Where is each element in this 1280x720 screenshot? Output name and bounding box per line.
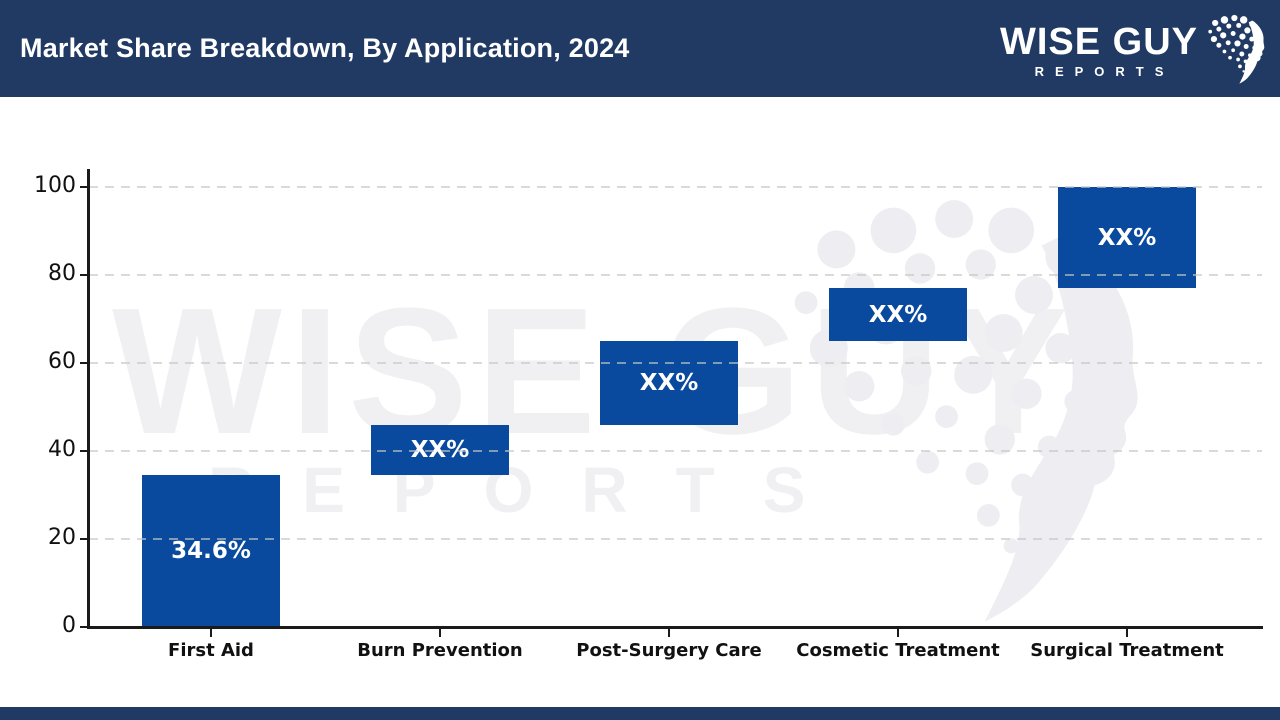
gridline	[89, 362, 1262, 364]
y-tick-mark	[80, 626, 89, 628]
x-tick-mark	[439, 629, 441, 637]
y-tick-mark	[80, 186, 89, 188]
y-tick-mark	[80, 538, 89, 540]
bar-value-label: 34.6%	[171, 537, 251, 564]
bar-segment: XX%	[1058, 187, 1196, 289]
y-tick-label: 40	[48, 437, 76, 462]
x-tick-mark	[897, 629, 899, 637]
bar-segment: XX%	[829, 288, 967, 341]
x-tick-mark	[668, 629, 670, 637]
x-axis-spine	[87, 626, 1263, 629]
x-category-label: Burn Prevention	[357, 640, 523, 661]
brand-name-bottom: REPORTS	[1034, 64, 1175, 79]
y-tick-label: 60	[48, 349, 76, 374]
bar-segment: XX%	[600, 341, 738, 425]
y-tick-mark	[80, 274, 89, 276]
gridline	[89, 450, 1262, 452]
x-category-label: Cosmetic Treatment	[796, 640, 1000, 661]
bar-segment: 34.6%	[142, 474, 280, 627]
y-tick-label: 20	[48, 525, 76, 550]
footer-bar	[0, 707, 1280, 720]
y-tick-label: 80	[48, 261, 76, 286]
x-tick-mark	[1126, 629, 1128, 637]
brand-name-top: WISE GUY	[999, 21, 1198, 63]
x-category-label: Post-Surgery Care	[576, 640, 762, 661]
brand-wordmark: WISE GUY REPORTS	[1000, 22, 1198, 79]
gridline	[89, 186, 1262, 188]
header-bar: Market Share Breakdown, By Application, …	[0, 0, 1280, 97]
bar-segment: XX%	[371, 424, 509, 475]
y-axis-spine	[87, 169, 90, 629]
gridline	[89, 538, 1262, 540]
gridline	[89, 274, 1262, 276]
x-tick-mark	[210, 629, 212, 637]
bar-value-label: XX%	[868, 301, 928, 328]
y-tick-mark	[80, 450, 89, 452]
x-category-label: First Aid	[168, 640, 254, 661]
y-tick-label: 0	[62, 613, 76, 638]
y-tick-mark	[80, 362, 89, 364]
bar-value-label: XX%	[639, 369, 699, 396]
bar-value-label: XX%	[1097, 224, 1157, 251]
bar-value-label: XX%	[410, 436, 470, 463]
x-category-label: Surgical Treatment	[1030, 640, 1224, 661]
brand-head-icon	[1208, 14, 1265, 84]
y-tick-label: 100	[34, 173, 76, 198]
brand-logo: WISE GUY REPORTS	[1000, 8, 1266, 92]
page-title: Market Share Breakdown, By Application, …	[20, 33, 630, 63]
